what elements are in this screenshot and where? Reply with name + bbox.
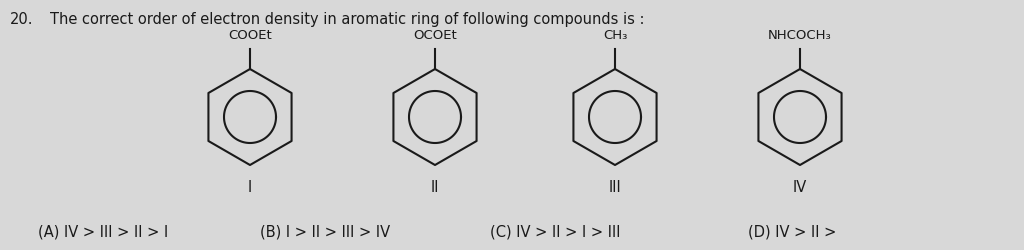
- Text: (B) I > II > III > IV: (B) I > II > III > IV: [260, 224, 390, 239]
- Text: III: III: [608, 179, 622, 194]
- Text: (D) IV > II >: (D) IV > II >: [748, 224, 837, 239]
- Text: The correct order of electron density in aromatic ring of following compounds is: The correct order of electron density in…: [50, 12, 644, 27]
- Text: CH₃: CH₃: [603, 29, 627, 42]
- Text: NHCOCH₃: NHCOCH₃: [768, 29, 831, 42]
- Text: (C) IV > II > I > III: (C) IV > II > I > III: [490, 224, 621, 239]
- Text: II: II: [431, 179, 439, 194]
- Text: OCOEt: OCOEt: [413, 29, 457, 42]
- Text: IV: IV: [793, 179, 807, 194]
- Text: I: I: [248, 179, 252, 194]
- Text: COOEt: COOEt: [228, 29, 272, 42]
- Text: 20.: 20.: [10, 12, 34, 27]
- Text: (A) IV > III > II > I: (A) IV > III > II > I: [38, 224, 168, 239]
